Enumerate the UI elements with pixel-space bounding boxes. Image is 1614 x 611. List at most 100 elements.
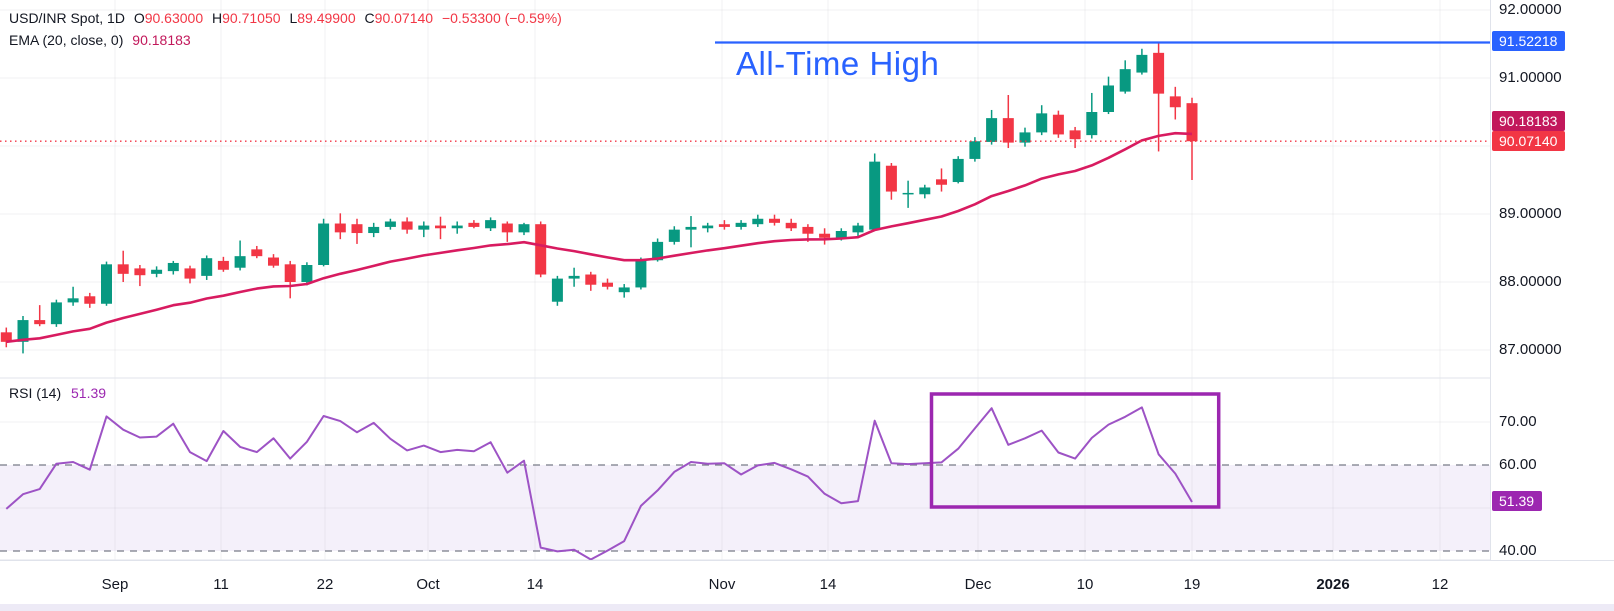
price-axis-label: 88.00000 [1499, 273, 1562, 290]
ath-price-badge: 91.52218 [1492, 31, 1566, 51]
candle-body [334, 223, 346, 233]
candle-body [735, 222, 747, 227]
candle-body [1069, 130, 1081, 140]
candle-body [318, 223, 330, 265]
candle-body [384, 221, 396, 227]
candle-body [1169, 96, 1181, 108]
candle-body [869, 161, 881, 230]
candle-body [1052, 114, 1064, 135]
symbol-title: USD/INR Spot, 1D [9, 10, 125, 26]
candle-body [702, 225, 714, 229]
symbol-legend: USD/INR Spot, 1D O90.63000 H90.71050 L89… [9, 7, 567, 51]
candle-body [17, 320, 29, 342]
candles-layer [0, 42, 1198, 354]
rsi-line [5, 406, 1193, 561]
candle-body [1086, 112, 1098, 136]
candle-body [986, 118, 998, 142]
candle-body [401, 221, 413, 230]
candle-body [84, 296, 96, 304]
candle-body [1019, 132, 1031, 143]
candle-body [518, 224, 530, 233]
last-price-badge: 90.07140 [1492, 131, 1566, 151]
candle-body [435, 225, 446, 229]
candle-body [718, 224, 730, 227]
candle-body [1103, 85, 1114, 112]
candle-body [284, 264, 296, 282]
rsi-highlight-box[interactable] [929, 392, 1221, 509]
candle-body [418, 225, 430, 230]
price-axis-label: 40.00 [1499, 542, 1537, 559]
candle-body [134, 268, 146, 276]
candle-body [769, 218, 780, 223]
ema-price-badge: 90.18183 [1492, 111, 1566, 131]
candle-body [468, 222, 480, 227]
candle-body [151, 269, 163, 274]
time-axis-label: 14 [526, 576, 544, 593]
time-axis-label: 2026 [1316, 576, 1350, 593]
candle-body [652, 241, 664, 261]
time-axis-label: 14 [819, 576, 837, 593]
price-axis[interactable]: 92.00000 91.00000 89.00000 88.00000 87.00000… [1490, 0, 1614, 560]
candle-body [819, 233, 831, 238]
ema-line[interactable] [6, 131, 1193, 344]
candle-body [301, 265, 313, 282]
price-axis-label: 60.00 [1499, 456, 1537, 473]
rsi-band-fill [0, 465, 1490, 551]
candle-body [802, 226, 814, 234]
time-axis-label: 12 [1431, 576, 1449, 593]
candle-body [1153, 52, 1165, 94]
open-value: 90.63000 [144, 10, 204, 26]
time-axis-label: Nov [708, 576, 736, 593]
candle-body [184, 268, 196, 279]
candle-body [585, 274, 597, 285]
candle-body [167, 262, 179, 272]
candle-body [0, 332, 12, 342]
candle-body [251, 249, 263, 257]
time-axis[interactable]: Sep 11 22 Oct 14 Nov 14 Dec 10 19 2026 12 [0, 560, 1614, 604]
candle-body [602, 282, 613, 287]
time-axis-label: Sep [101, 576, 129, 593]
candle-body [50, 302, 62, 325]
candle-body [668, 229, 680, 242]
candle-body [902, 192, 914, 195]
candle-body [835, 231, 847, 238]
time-axis-label: 10 [1076, 576, 1094, 593]
candle-body [1186, 103, 1198, 142]
price-axis-label: 70.00 [1499, 413, 1537, 430]
candle-body [67, 298, 79, 303]
candle-body [785, 222, 797, 229]
price-axis-label: 91.00000 [1499, 69, 1562, 86]
open-label: O [133, 10, 145, 26]
rsi-indicator-label: RSI (14) [9, 385, 62, 401]
candle-body [368, 226, 380, 234]
ema-legend-row[interactable]: EMA (20, close, 0) 90.18183 [9, 29, 567, 51]
candle-body [201, 258, 213, 276]
rsi-value-badge: 51.39 [1492, 491, 1543, 511]
chart-plot-area[interactable] [0, 0, 1490, 611]
all-time-high-annotation[interactable]: All-Time High [736, 45, 940, 82]
candle-body [351, 224, 363, 234]
time-axis-label: Oct [416, 576, 440, 593]
candle-body [551, 278, 563, 302]
candle-body [268, 257, 279, 266]
close-label: C [364, 10, 375, 26]
price-axis-label: 92.00000 [1499, 1, 1562, 18]
candle-body [752, 218, 764, 225]
price-axis-label: 89.00000 [1499, 205, 1562, 222]
symbol-legend-row[interactable]: USD/INR Spot, 1D O90.63000 H90.71050 L89… [9, 7, 567, 29]
candle-body [852, 225, 864, 233]
close-value: 90.07140 [374, 10, 434, 26]
candle-body [969, 141, 981, 159]
time-axis-label: 22 [316, 576, 334, 593]
candle-body [451, 225, 463, 229]
candle-body [919, 187, 931, 195]
time-axis-label: Dec [964, 576, 992, 593]
rsi-indicator-value: 51.39 [71, 385, 107, 401]
candle-body [234, 256, 246, 268]
low-label: L [289, 10, 298, 26]
candle-body [1136, 54, 1148, 73]
rsi-legend[interactable]: RSI (14) 51.39 [9, 385, 112, 401]
change-value: −0.53300 (−0.59%) [441, 10, 562, 26]
time-axis-label: 19 [1183, 576, 1201, 593]
candle-body [485, 220, 497, 229]
